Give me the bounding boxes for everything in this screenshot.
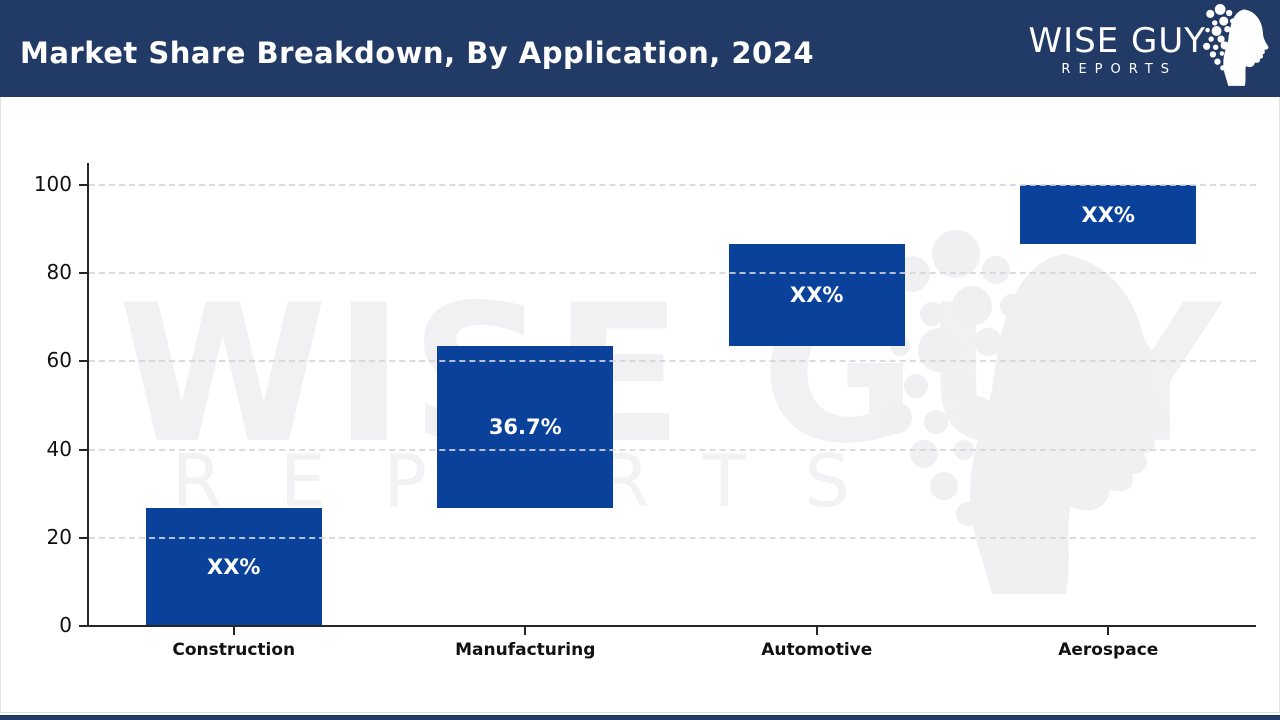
chart: WISE GUY REPORTS [0,97,1280,713]
watermark-head-profile-icon [880,230,1171,594]
left-border [0,97,1,713]
header-bar: Market Share Breakdown, By Application, … [0,0,1280,97]
brand-wordmark-block: WISE GUY REPORTS [1028,21,1206,77]
brand-wordmark: WISE GUY [1028,21,1206,61]
brand-logo: WISE GUY REPORTS [1028,4,1270,94]
watermark-reports-label: REPORTS [172,439,909,523]
brand-reports-label: REPORTS [1061,62,1178,77]
head-profile-icon [1203,4,1269,86]
page-title: Market Share Breakdown, By Application, … [20,36,815,70]
footer-accent-bar [0,715,1280,720]
footer-divider [0,712,1280,713]
